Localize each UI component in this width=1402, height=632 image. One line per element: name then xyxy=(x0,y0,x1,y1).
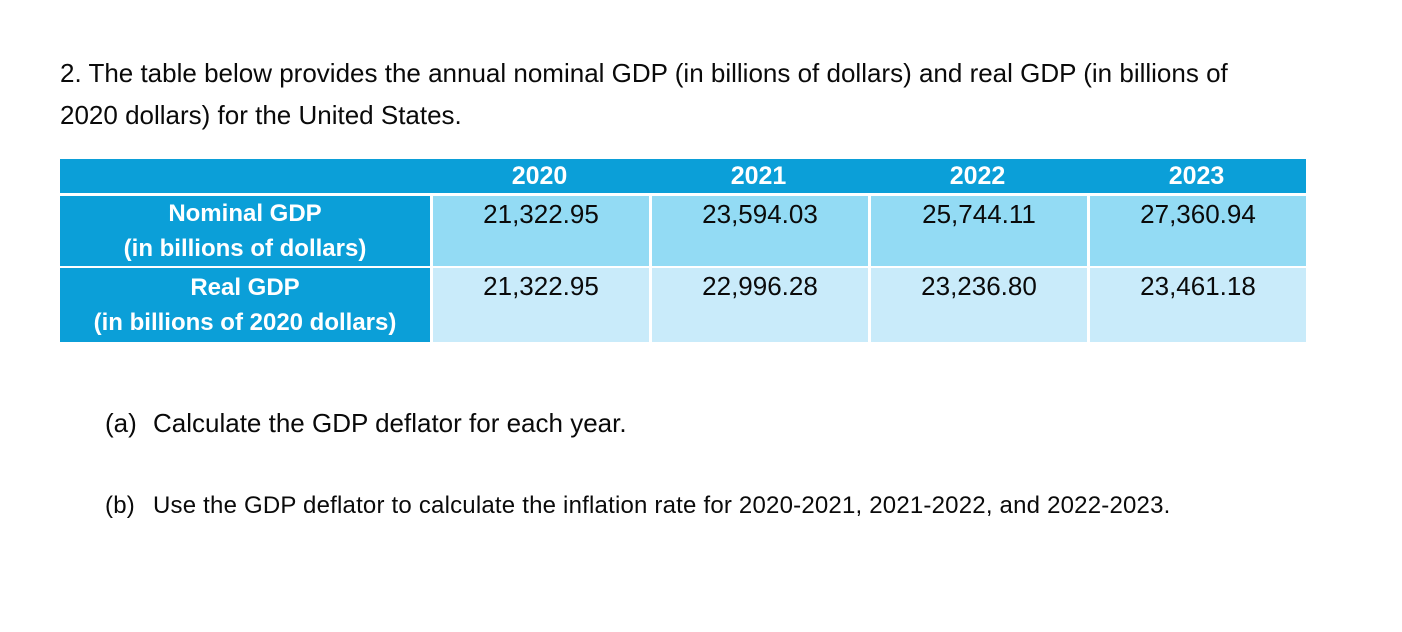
real-gdp-2023-cell: 23,461.18 xyxy=(1087,268,1306,342)
question-intro-line1: 2. The table below provides the annual n… xyxy=(60,58,1228,88)
nominal-gdp-2020-cell: 21,322.95 xyxy=(430,196,649,266)
real-gdp-2022-cell: 23,236.80 xyxy=(868,268,1087,342)
question-intro: 2. The table below provides the annual n… xyxy=(60,52,1310,136)
row-label-real-line2: (in billions of 2020 dollars) xyxy=(93,309,397,336)
row-label-nominal-gdp: Nominal GDP (in billions of dollars) xyxy=(60,196,430,266)
table-header-row: 2020 2021 2022 2023 xyxy=(60,159,1306,193)
year-header-2022: 2022 xyxy=(949,161,1006,190)
table-row-real-gdp: Real GDP (in billions of 2020 dollars) 2… xyxy=(60,268,1306,342)
question-b-text: Use the GDP deflator to calculate the in… xyxy=(153,492,1171,519)
question-a-marker: (a) xyxy=(105,408,137,438)
row-label-nominal-line2: (in billions of dollars) xyxy=(123,235,367,262)
gdp-table: 2020 2021 2022 2023 Nominal GDP (in bill… xyxy=(60,159,1306,342)
question-a-text: Calculate the GDP deflator for each year… xyxy=(153,408,627,438)
real-gdp-2021-cell: 22,996.28 xyxy=(649,268,868,342)
question-b-marker: (b) xyxy=(105,492,135,519)
question-a: (a) Calculate the GDP deflator for each … xyxy=(105,408,627,439)
row-label-nominal-line1: Nominal GDP xyxy=(168,200,322,227)
question-intro-line2: 2020 dollars) for the United States. xyxy=(60,100,462,130)
nominal-gdp-2023-cell: 27,360.94 xyxy=(1087,196,1306,266)
header-empty-cell xyxy=(60,159,430,193)
year-header-2020: 2020 xyxy=(511,161,568,190)
nominal-gdp-2021-cell: 23,594.03 xyxy=(649,196,868,266)
year-header-2023: 2023 xyxy=(1168,161,1225,190)
nominal-gdp-2022-cell: 25,744.11 xyxy=(868,196,1087,266)
real-gdp-2020-cell: 21,322.95 xyxy=(430,268,649,342)
year-header-2021: 2021 xyxy=(730,161,787,190)
question-b: (b) Use the GDP deflator to calculate th… xyxy=(105,492,1171,520)
row-label-real-gdp: Real GDP (in billions of 2020 dollars) xyxy=(60,268,430,342)
table-row-nominal-gdp: Nominal GDP (in billions of dollars) 21,… xyxy=(60,196,1306,266)
row-label-real-line1: Real GDP xyxy=(190,274,300,301)
